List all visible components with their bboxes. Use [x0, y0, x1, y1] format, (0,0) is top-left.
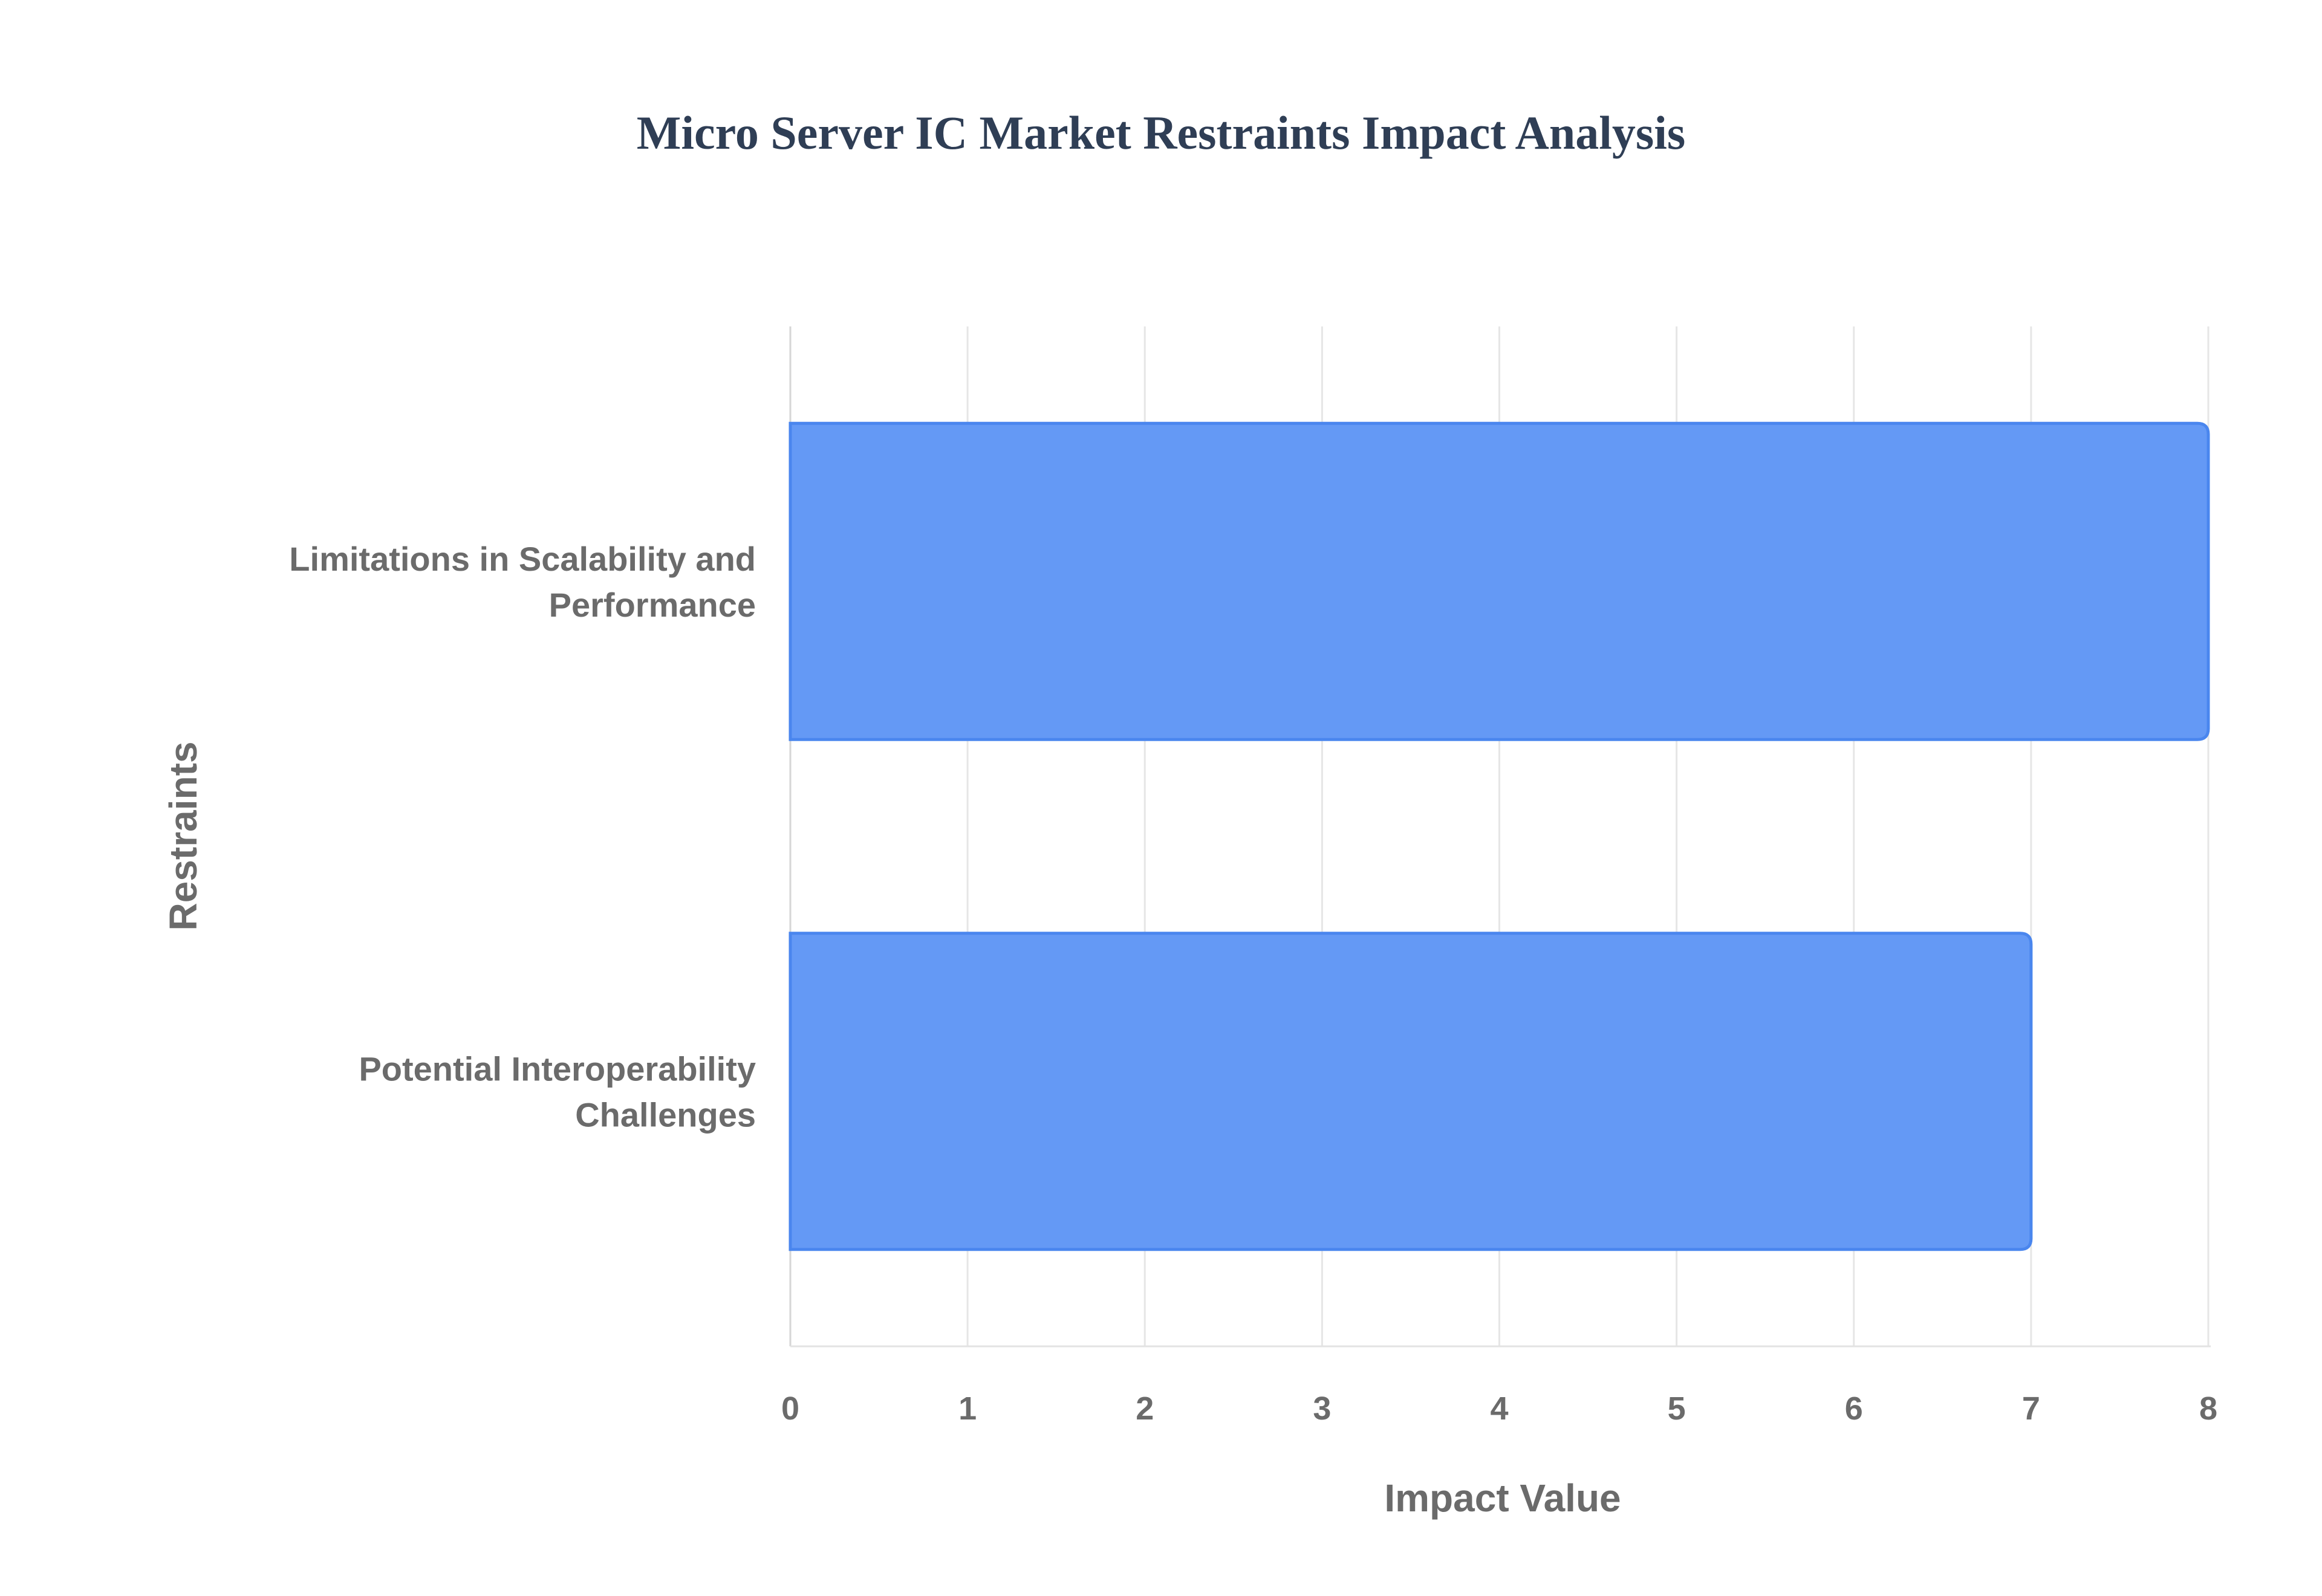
x-tick-label-1: 1 — [958, 1390, 977, 1427]
bar-1 — [789, 421, 2210, 741]
y-axis-label: Restraints — [161, 742, 205, 931]
bar-2 — [789, 932, 2033, 1251]
category-label-2: Potential Interoperability Challenges — [359, 1049, 756, 1134]
x-axis-label: Impact Value — [1384, 1476, 1621, 1520]
category-label-1: Limitations in Scalability and Performanc… — [289, 540, 756, 624]
bars — [789, 421, 2210, 1251]
x-tick-label-8: 8 — [2199, 1390, 2217, 1427]
category-labels: Limitations in Scalability and Performanc… — [289, 540, 756, 1134]
x-tick-label-2: 2 — [1136, 1390, 1154, 1427]
category-label-line: Challenges — [575, 1095, 756, 1134]
x-tick-labels: 0 1 2 3 4 5 6 7 8 — [781, 1390, 2217, 1427]
x-tick-label-0: 0 — [781, 1390, 799, 1427]
x-tick-label-5: 5 — [1668, 1390, 1686, 1427]
chart-title: Micro Server IC Market Restraints Impact… — [636, 106, 1686, 159]
category-label-line: Performance — [549, 586, 756, 624]
x-tick-label-3: 3 — [1313, 1390, 1331, 1427]
category-label-line: Potential Interoperability — [359, 1049, 756, 1088]
x-tick-label-6: 6 — [1845, 1390, 1863, 1427]
x-tick-label-4: 4 — [1490, 1390, 1508, 1427]
category-label-line: Limitations in Scalability and — [289, 540, 756, 578]
x-tick-label-7: 7 — [2022, 1390, 2040, 1427]
